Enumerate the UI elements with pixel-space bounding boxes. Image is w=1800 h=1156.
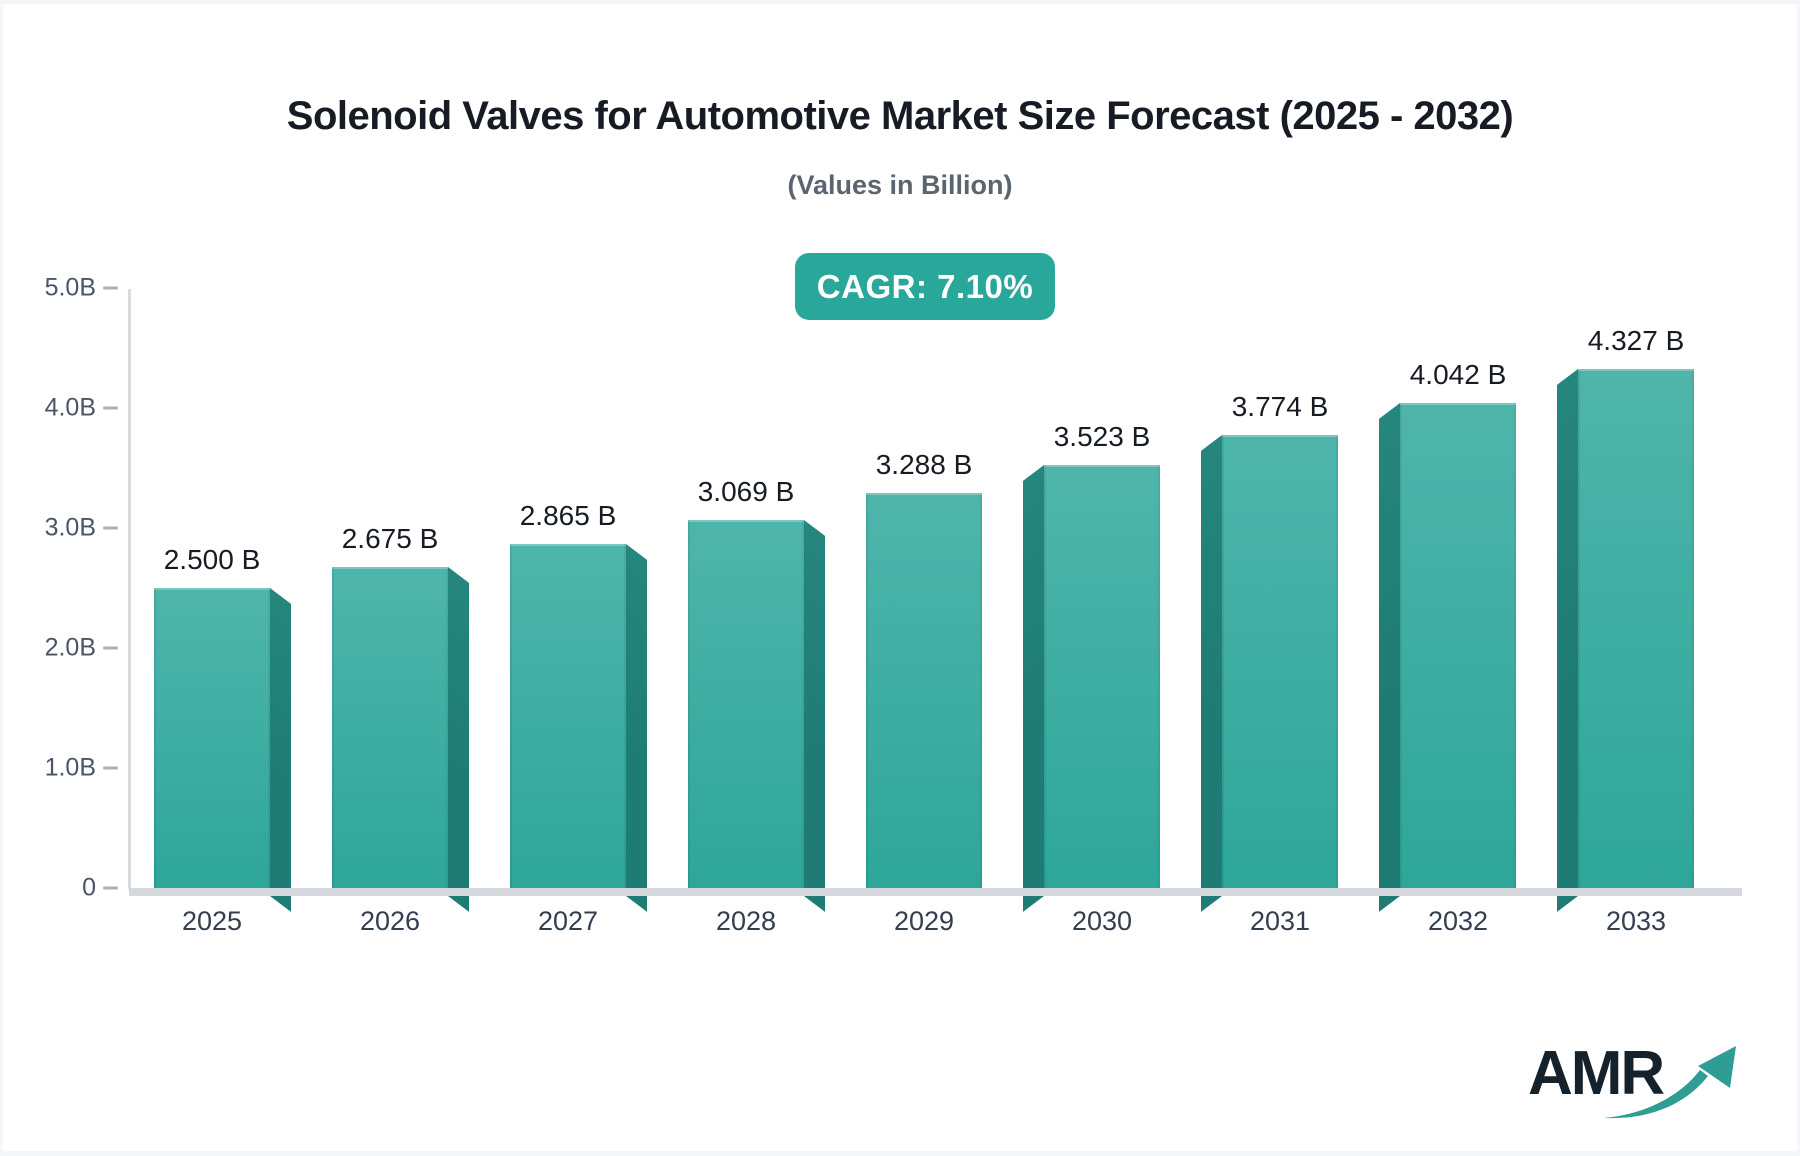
x-axis-label-2027: 2027 [537,906,599,936]
bar-2028 [688,519,804,888]
bar-3d-side [1201,435,1222,912]
bar-2027 [510,544,626,888]
bar-3d-side [1023,465,1044,912]
bar-2033 [1578,368,1694,888]
y-tick-mark [103,526,118,530]
y-tick-mark [103,766,118,770]
bar-value-label: 3.774 B [1231,391,1329,423]
bar-value-label: 2.865 B [519,500,617,532]
bar-2025 [154,588,270,888]
x-axis-label-2031: 2031 [1249,906,1311,936]
bar-value-label: 3.288 B [875,449,973,481]
y-tick-label: 4.0B [44,393,96,422]
bar-value-label: 2.675 B [341,523,439,554]
bar-2026 [332,567,448,888]
x-axis-label-2026: 2026 [359,906,421,936]
bar-value-label: 4.327 B [1587,324,1685,356]
amr-logo: AMR [1528,1030,1758,1120]
x-axis-label-2032: 2032 [1427,906,1489,936]
x-axis-label-2030: 2030 [1071,906,1133,936]
bar-3d-side [1379,402,1400,912]
bar-3d-side [448,567,469,912]
x-axis-label-2033: 2033 [1605,906,1667,936]
x-axis-label-2029: 2029 [893,906,955,936]
bar-value-label: 3.069 B [697,475,795,507]
cagr-badge: CAGR: 7.10% [795,253,1055,320]
chart-title: Solenoid Valves for Automotive Market Si… [286,94,1514,138]
bar-value-label: 3.523 B [1053,421,1151,453]
y-tick-mark [103,406,118,410]
y-tick-label: 1.0B [44,753,96,782]
growth-arrow-icon [1604,1046,1736,1119]
amr-logo-text: AMR [1528,1039,1665,1108]
y-tick-label: 3.0B [44,513,96,542]
bar-3d-side [626,544,647,912]
bar-2032 [1400,402,1516,888]
bar-3d-side [1557,368,1578,912]
y-tick-label: 2.0B [44,633,96,662]
y-tick-mark [103,886,118,890]
x-axis-label-2025: 2025 [181,906,243,936]
chart-subtitle: (Values in Billion) [787,170,1013,200]
bar-3d-side [804,519,825,912]
y-tick-label: 0 [82,873,96,902]
y-tick-mark [103,286,118,290]
bar-3d-side [270,588,291,912]
y-axis-line [128,289,131,889]
bar-value-label: 4.042 B [1409,358,1507,390]
x-axis-label-2028: 2028 [715,906,777,936]
bar-2029 [866,493,982,888]
bar-value-label: 2.500 B [163,544,261,575]
bar-2031 [1222,435,1338,888]
x-axis-baseline [129,888,1742,896]
y-tick-mark [103,646,118,650]
bar-2030 [1044,465,1160,888]
y-tick-label: 5.0B [44,273,96,302]
cagr-badge-label: CAGR: 7.10% [816,267,1034,305]
